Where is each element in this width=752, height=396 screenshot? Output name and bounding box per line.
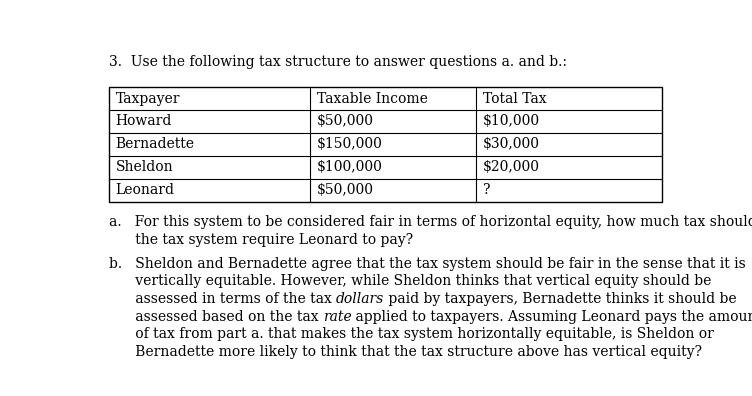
Text: 3.  Use the following tax structure to answer questions a. and b.:: 3. Use the following tax structure to an… — [108, 55, 566, 69]
Text: $50,000: $50,000 — [317, 114, 374, 128]
Text: $10,000: $10,000 — [483, 114, 540, 128]
Text: b.   Sheldon and Bernadette agree that the tax system should be fair in the sens: b. Sheldon and Bernadette agree that the… — [108, 257, 745, 271]
Text: Leonard: Leonard — [116, 183, 174, 197]
Bar — [108, 87, 663, 202]
Text: assessed based on the tax: assessed based on the tax — [108, 310, 323, 324]
Text: of tax from part a. that makes the tax system horizontally equitable, is Sheldon: of tax from part a. that makes the tax s… — [108, 327, 714, 341]
Text: the tax system require Leonard to pay?: the tax system require Leonard to pay? — [108, 233, 413, 247]
Text: Taxpayer: Taxpayer — [116, 91, 180, 106]
Text: assessed in terms of the tax: assessed in terms of the tax — [108, 292, 336, 306]
Text: Sheldon: Sheldon — [116, 160, 173, 174]
Text: applied to taxpayers. Assuming Leonard pays the amount: applied to taxpayers. Assuming Leonard p… — [351, 310, 752, 324]
Text: $150,000: $150,000 — [317, 137, 383, 151]
Text: $50,000: $50,000 — [317, 183, 374, 197]
Text: dollars: dollars — [336, 292, 384, 306]
Text: a.   For this system to be considered fair in terms of horizontal equity, how mu: a. For this system to be considered fair… — [108, 215, 752, 229]
Text: Total Tax: Total Tax — [483, 91, 547, 106]
Text: $100,000: $100,000 — [317, 160, 383, 174]
Text: ?: ? — [483, 183, 490, 197]
Text: Taxable Income: Taxable Income — [317, 91, 427, 106]
Text: $20,000: $20,000 — [483, 160, 540, 174]
Text: Bernadette: Bernadette — [116, 137, 195, 151]
Text: Bernadette more likely to think that the tax structure above has vertical equity: Bernadette more likely to think that the… — [108, 345, 702, 359]
Text: vertically equitable. However, while Sheldon thinks that vertical equity should : vertically equitable. However, while She… — [108, 274, 711, 288]
Text: paid by taxpayers, Bernadette thinks it should be: paid by taxpayers, Bernadette thinks it … — [384, 292, 737, 306]
Text: Howard: Howard — [116, 114, 172, 128]
Text: rate: rate — [323, 310, 351, 324]
Text: $30,000: $30,000 — [483, 137, 540, 151]
